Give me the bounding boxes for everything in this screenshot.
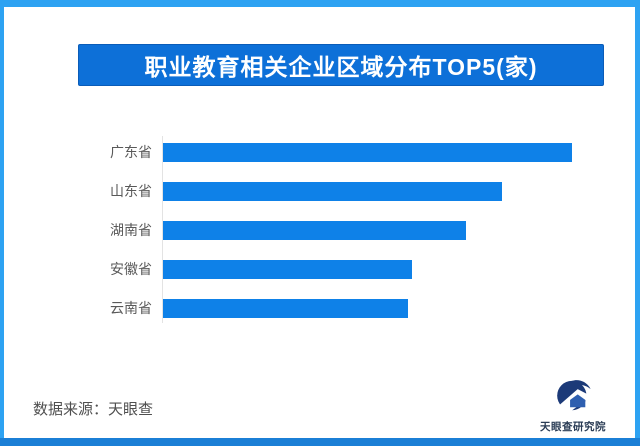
category-label: 山东省 bbox=[110, 183, 152, 199]
data-source-note: 数据来源：天眼查 bbox=[33, 401, 154, 418]
category-label: 云南省 bbox=[110, 300, 152, 316]
chart-title: 职业教育相关企业区域分布TOP5(家) bbox=[144, 54, 538, 80]
frame-border-bottom bbox=[0, 438, 640, 446]
frame-border-right bbox=[635, 0, 640, 446]
bar bbox=[163, 299, 409, 318]
bar bbox=[163, 260, 413, 279]
logo-label: 天眼查研究院 bbox=[540, 421, 606, 433]
tianyancha-eye-icon bbox=[554, 378, 592, 417]
bar bbox=[163, 182, 503, 201]
category-label: 广东省 bbox=[110, 144, 152, 160]
bar bbox=[163, 143, 572, 162]
category-label: 安徽省 bbox=[110, 261, 152, 277]
chart-title-banner: 职业教育相关企业区域分布TOP5(家) bbox=[78, 44, 604, 86]
bar bbox=[163, 221, 466, 240]
tianyancha-logo: 天眼查研究院 bbox=[534, 378, 612, 434]
y-axis-line bbox=[162, 136, 163, 323]
category-label: 湖南省 bbox=[110, 222, 152, 238]
frame-border-top bbox=[0, 0, 640, 7]
frame-border-left bbox=[0, 0, 4, 446]
